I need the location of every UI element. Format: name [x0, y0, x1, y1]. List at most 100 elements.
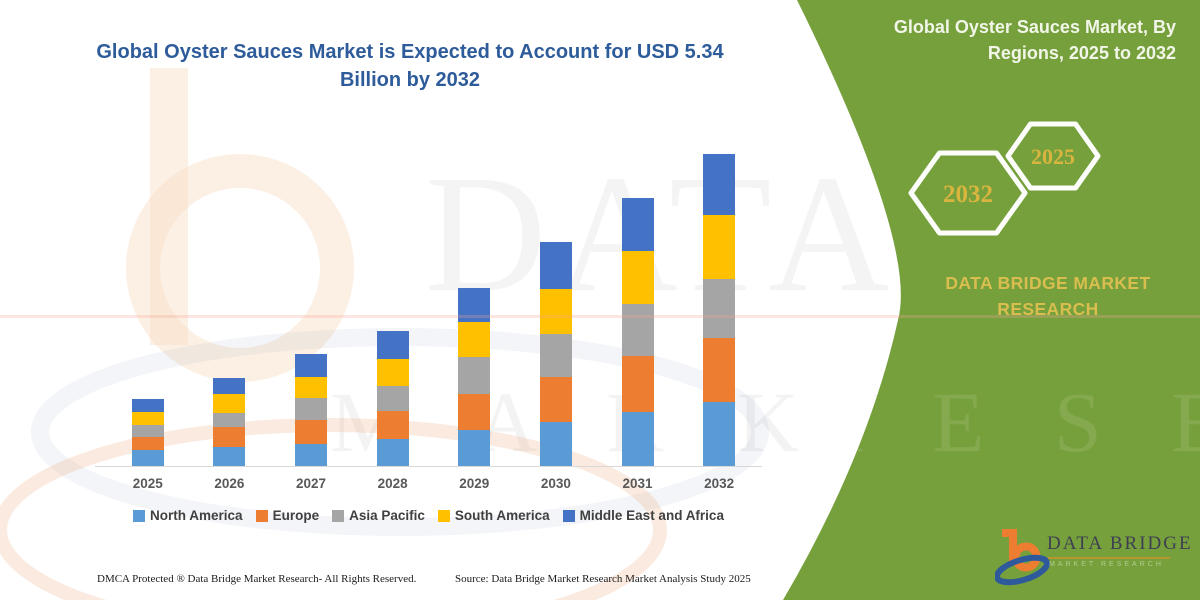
segment-europe-2025	[131, 436, 164, 451]
segment-europe-2028	[376, 411, 409, 440]
segment-north-america-2026	[213, 446, 246, 466]
segment-north-america-2031	[621, 411, 654, 466]
bar-2028	[352, 154, 434, 466]
brand-line1: DATA BRIDGE MARKET	[945, 273, 1151, 293]
segment-south-america-2029	[458, 322, 491, 357]
legend-marker-asia-pacific	[332, 509, 345, 522]
segment-asia-pacific-2028	[376, 386, 409, 412]
brand-name: DATA BRIDGE MARKET RESEARCH	[918, 270, 1178, 323]
logo-b-stem	[1009, 529, 1017, 562]
segment-middle-east-and-africa-2030	[539, 242, 572, 289]
legend-item-north-america: North America	[133, 508, 243, 523]
dmca-notice: DMCA Protected ® Data Bridge Market Rese…	[97, 573, 417, 585]
segment-asia-pacific-2031	[621, 304, 654, 356]
bar-2026	[189, 154, 271, 466]
x-label-2030: 2030	[540, 476, 571, 491]
segment-asia-pacific-2027	[295, 398, 328, 421]
bar-stack-2030	[539, 242, 572, 466]
logo-tagline: MARKET RESEARCH	[1049, 561, 1164, 568]
legend-marker-middle-east-and-africa	[562, 509, 575, 522]
legend-item-south-america: South America	[437, 508, 550, 523]
bar-stack-2026	[213, 377, 246, 466]
panel-heading: Global Oyster Sauces Market, By Regions,…	[893, 17, 1176, 64]
segment-europe-2030	[539, 376, 572, 422]
bar-2031	[597, 154, 679, 466]
segment-asia-pacific-2025	[131, 425, 164, 437]
bar-2025	[107, 154, 189, 466]
x-axis-line	[95, 466, 762, 467]
hexagon-large	[908, 150, 1028, 236]
logo-underline	[1048, 557, 1170, 559]
x-axis-labels: 2025 2026 2027 2028 2029 2030 2031 2032	[107, 476, 760, 491]
segment-south-america-2027	[295, 376, 328, 399]
segment-south-america-2030	[539, 288, 572, 334]
bar-2027	[270, 154, 352, 466]
hexagon-small-year: 2025	[1031, 144, 1075, 169]
chart-title: Global Oyster Sauces Market is Expected …	[96, 41, 724, 91]
source-note: Source: Data Bridge Market Research Mark…	[455, 573, 751, 585]
legend-label-asia-pacific: Asia Pacific	[349, 508, 425, 523]
legend-label-north-america: North America	[150, 508, 243, 523]
x-label-2025: 2025	[132, 476, 163, 491]
logo-wordmark: DATA BRIDGE	[1047, 533, 1193, 554]
hexagon-large-year: 2032	[943, 181, 993, 208]
logo-b-icon	[995, 529, 1051, 586]
segment-south-america-2032	[703, 214, 736, 280]
legend-marker-south-america	[437, 509, 450, 522]
x-label-2026: 2026	[214, 476, 245, 491]
segment-middle-east-and-africa-2025	[131, 398, 164, 412]
segment-north-america-2029	[458, 429, 491, 466]
x-label-2028: 2028	[377, 476, 408, 491]
chart-legend: North America Europe Asia Pacific South Ame…	[95, 508, 762, 523]
legend-marker-europe	[255, 509, 268, 522]
segment-middle-east-and-africa-2029	[458, 287, 491, 323]
stacked-bar-plot	[107, 153, 760, 466]
legend-label-europe: Europe	[272, 508, 320, 523]
segment-europe-2032	[703, 338, 736, 403]
legend-marker-north-america	[133, 509, 146, 522]
bar-stack-2027	[295, 353, 328, 466]
segment-asia-pacific-2026	[213, 412, 246, 428]
segment-middle-east-and-africa-2032	[703, 153, 736, 215]
segment-europe-2029	[458, 393, 491, 430]
bar-2030	[515, 154, 597, 466]
segment-south-america-2025	[131, 411, 164, 426]
segment-south-america-2028	[376, 358, 409, 387]
bar-stack-2028	[376, 331, 409, 466]
segment-asia-pacific-2029	[458, 356, 491, 394]
segment-north-america-2032	[703, 402, 736, 466]
segment-asia-pacific-2030	[539, 333, 572, 377]
hexagon-graphic: 2032 2025	[908, 121, 1101, 236]
bar-2029	[434, 154, 516, 466]
segment-north-america-2028	[376, 439, 409, 466]
segment-europe-2027	[295, 420, 328, 444]
bar-stack-2025	[131, 398, 164, 466]
segment-south-america-2031	[621, 251, 654, 305]
segment-south-america-2026	[213, 393, 246, 413]
legend-label-south-america: South America	[454, 508, 550, 523]
bar-2032	[678, 153, 760, 466]
x-label-2029: 2029	[459, 476, 490, 491]
segment-middle-east-and-africa-2027	[295, 353, 328, 377]
segment-middle-east-and-africa-2026	[213, 377, 246, 394]
legend-item-asia-pacific: Asia Pacific	[332, 508, 425, 523]
segment-europe-2026	[213, 427, 246, 447]
x-label-2032: 2032	[704, 476, 735, 491]
logo-swoosh-icon	[995, 554, 1051, 586]
hexagon-small	[1005, 121, 1101, 191]
x-label-2031: 2031	[622, 476, 653, 491]
legend-item-europe: Europe	[255, 508, 320, 523]
segment-north-america-2027	[295, 443, 328, 466]
segment-middle-east-and-africa-2028	[376, 331, 409, 359]
bar-stack-2032	[703, 153, 736, 466]
legend-label-middle-east-and-africa: Middle East and Africa	[579, 508, 724, 523]
segment-north-america-2030	[539, 421, 572, 466]
brand-line2: RESEARCH	[997, 299, 1099, 320]
legend-item-middle-east-and-africa: Middle East and Africa	[562, 508, 724, 523]
x-label-2027: 2027	[296, 476, 327, 491]
segment-middle-east-and-africa-2031	[621, 197, 654, 252]
segment-europe-2031	[621, 355, 654, 412]
bar-stack-2031	[621, 197, 654, 466]
bar-stack-2029	[458, 287, 491, 466]
